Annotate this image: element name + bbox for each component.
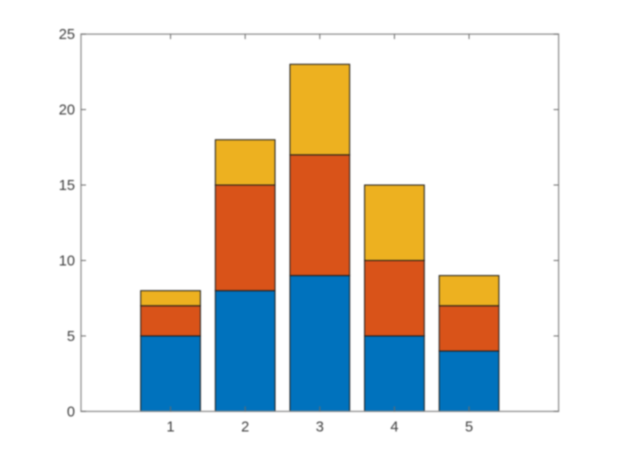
bar-segment-series-3-x4 — [364, 184, 425, 261]
bar-segment-series-1-x2 — [214, 290, 276, 412]
bar-segment-series-1-x3 — [289, 275, 351, 412]
x-tick-label: 3 — [316, 419, 324, 435]
x-tick-label: 4 — [390, 419, 398, 435]
bar-segment-series-3-x1 — [140, 290, 201, 307]
y-tick-label: 15 — [59, 178, 75, 194]
y-tick-label: 5 — [67, 329, 75, 345]
bar-segment-series-2-x3 — [289, 154, 351, 277]
bar-segment-series-1-x5 — [438, 350, 500, 412]
bar-segment-series-2-x5 — [438, 305, 500, 352]
y-tick-label: 20 — [59, 103, 75, 119]
x-tick-label: 5 — [465, 419, 473, 435]
bar-segment-series-2-x4 — [364, 259, 425, 337]
bar-segment-series-3-x5 — [438, 275, 500, 307]
y-tick-label: 10 — [59, 254, 75, 270]
bar-segment-series-1-x1 — [140, 335, 201, 412]
bar-segment-series-1-x4 — [364, 335, 425, 412]
x-tick-label: 2 — [241, 419, 249, 435]
y-tick-label: 0 — [67, 405, 75, 421]
bar-segment-series-3-x2 — [214, 139, 276, 186]
x-tick-label: 1 — [166, 419, 174, 435]
y-tick-label: 25 — [59, 27, 75, 43]
bar-segment-series-3-x3 — [289, 63, 351, 156]
bar-segment-series-2-x1 — [140, 305, 201, 337]
bar-segment-series-2-x2 — [214, 184, 276, 292]
